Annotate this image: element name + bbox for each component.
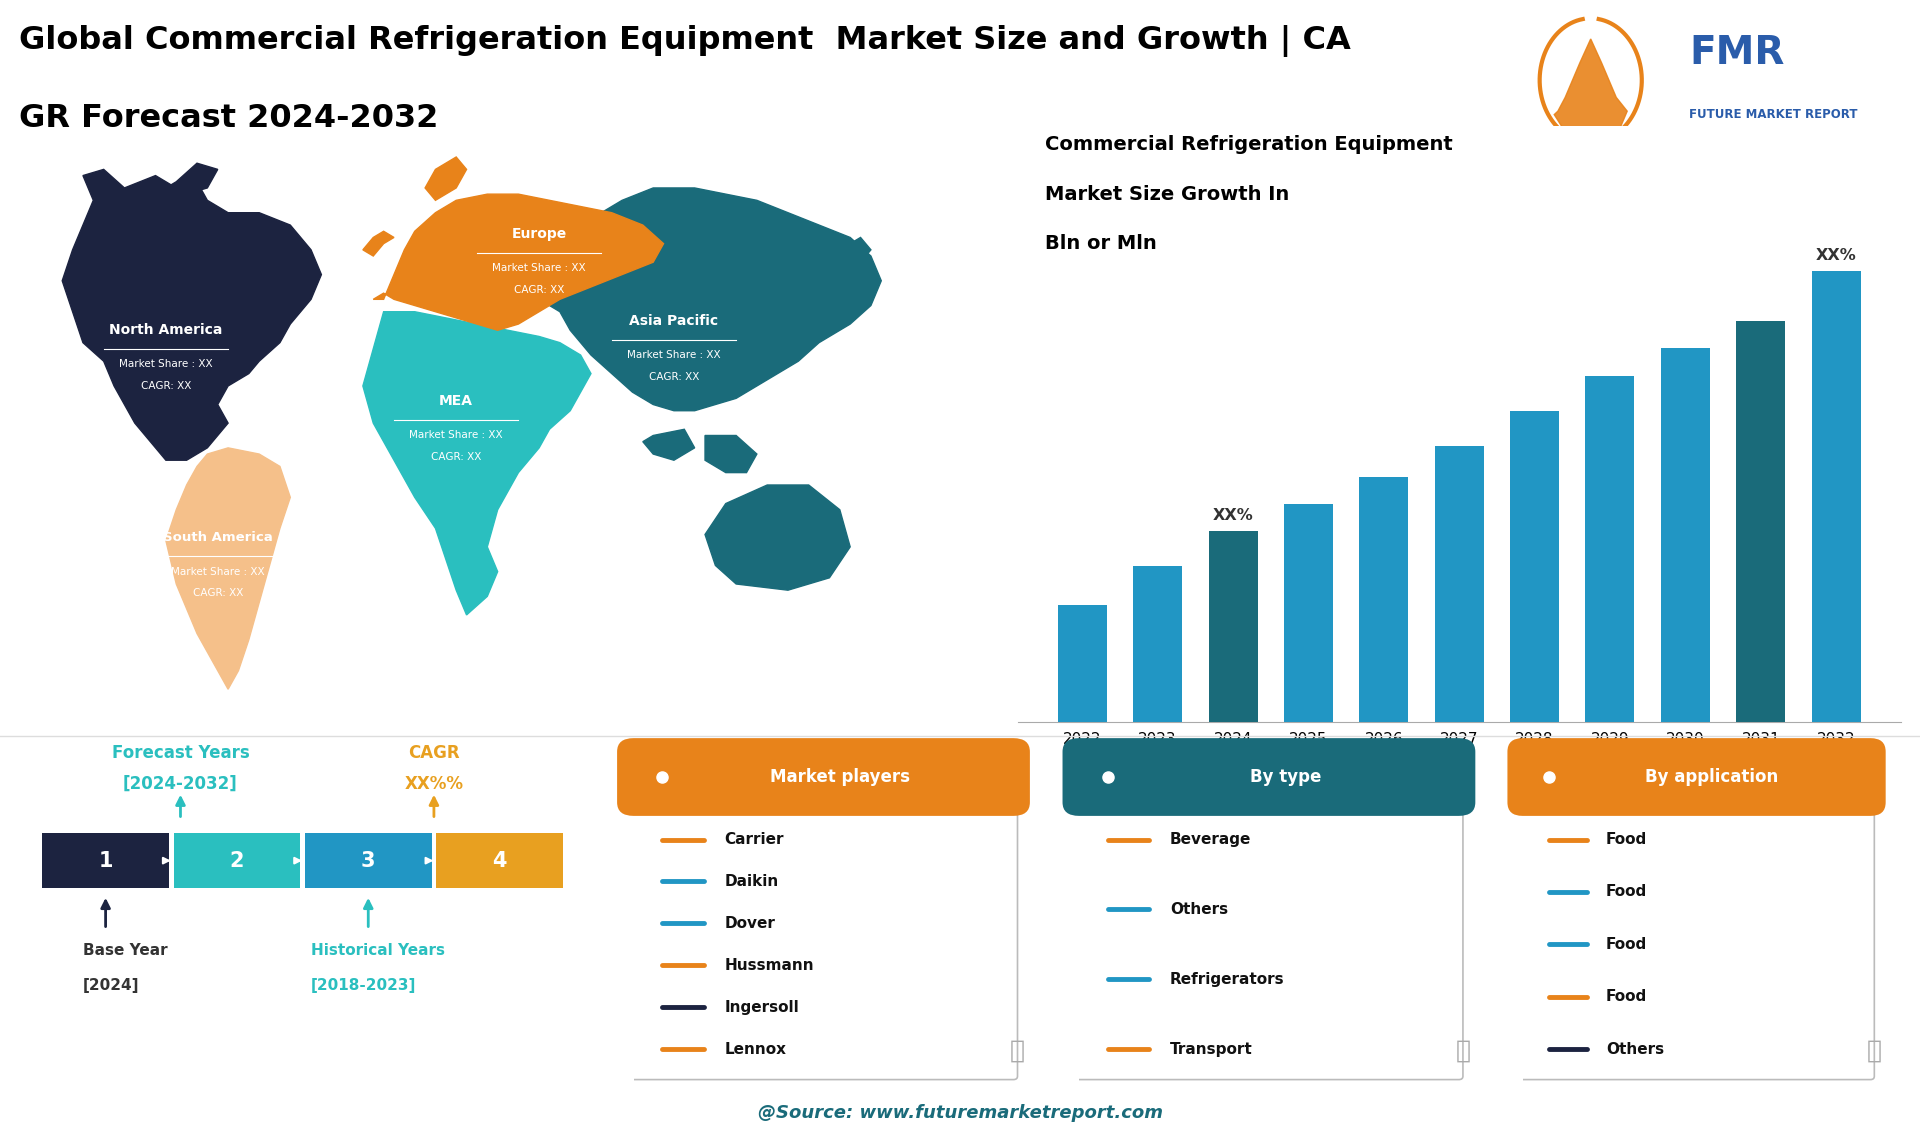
Text: Historical Years: Historical Years <box>311 943 445 958</box>
Text: Forecast Years: Forecast Years <box>111 744 250 762</box>
Bar <box>1736 321 1786 722</box>
Polygon shape <box>643 430 695 461</box>
FancyBboxPatch shape <box>630 806 1018 1080</box>
Text: CAGR: XX: CAGR: XX <box>140 380 192 391</box>
Text: Market Share : XX: Market Share : XX <box>119 360 213 369</box>
FancyBboxPatch shape <box>1075 806 1463 1080</box>
Text: CAGR: XX: CAGR: XX <box>649 371 699 382</box>
Text: By type: By type <box>1250 768 1321 786</box>
Text: 4: 4 <box>492 850 507 871</box>
Polygon shape <box>363 312 591 615</box>
Text: 2: 2 <box>230 850 244 871</box>
Text: Others: Others <box>1605 1042 1665 1057</box>
Text: Carrier: Carrier <box>724 832 783 847</box>
Text: South America: South America <box>163 531 273 544</box>
FancyBboxPatch shape <box>305 833 432 888</box>
Text: GR Forecast 2024-2032: GR Forecast 2024-2032 <box>19 103 438 134</box>
Text: [2018-2023]: [2018-2023] <box>311 978 417 992</box>
Text: ⎹: ⎹ <box>1010 1038 1025 1062</box>
Text: Ingersoll: Ingersoll <box>724 999 799 1014</box>
Polygon shape <box>165 448 290 689</box>
Text: 1: 1 <box>98 850 113 871</box>
Text: MEA: MEA <box>440 394 472 408</box>
Bar <box>1511 410 1559 722</box>
Bar <box>1359 477 1407 722</box>
Text: Daikin: Daikin <box>724 874 780 889</box>
FancyBboxPatch shape <box>1507 738 1885 816</box>
FancyBboxPatch shape <box>173 833 300 888</box>
Text: Food: Food <box>1605 885 1647 900</box>
Text: CAGR: XX: CAGR: XX <box>515 285 564 295</box>
Text: CAGR: CAGR <box>409 744 459 762</box>
Text: Bln or Mln: Bln or Mln <box>1044 235 1156 253</box>
FancyBboxPatch shape <box>1519 806 1874 1080</box>
Text: Transport: Transport <box>1169 1042 1252 1057</box>
Text: CAGR: XX: CAGR: XX <box>430 453 482 462</box>
Polygon shape <box>488 374 561 448</box>
Text: Dover: Dover <box>724 916 776 931</box>
Polygon shape <box>61 170 321 461</box>
Text: Food: Food <box>1605 989 1647 1004</box>
Text: Asia Pacific: Asia Pacific <box>630 314 718 328</box>
Text: Market players: Market players <box>770 768 910 786</box>
Polygon shape <box>528 188 881 410</box>
Text: CAGR: XX: CAGR: XX <box>192 588 244 598</box>
Polygon shape <box>165 163 217 194</box>
Text: FUTURE MARKET REPORT: FUTURE MARKET REPORT <box>1690 108 1859 121</box>
Polygon shape <box>363 231 394 256</box>
Text: Food: Food <box>1605 937 1647 952</box>
Text: FMR: FMR <box>1690 33 1784 72</box>
Text: By application: By application <box>1645 768 1778 786</box>
Polygon shape <box>839 237 872 281</box>
Text: Market Size Growth In: Market Size Growth In <box>1044 185 1288 204</box>
Text: [2024]: [2024] <box>83 978 138 992</box>
Text: Market Share : XX: Market Share : XX <box>492 264 586 274</box>
Bar <box>1586 376 1634 722</box>
Bar <box>1058 605 1106 722</box>
Bar <box>1661 348 1711 722</box>
Text: North America: North America <box>109 323 223 337</box>
Text: Market Share : XX: Market Share : XX <box>171 566 265 576</box>
Text: 3: 3 <box>361 850 376 871</box>
Text: Commercial Refrigeration Equipment: Commercial Refrigeration Equipment <box>1044 135 1452 154</box>
Text: Europe: Europe <box>511 227 566 242</box>
Text: Market Share : XX: Market Share : XX <box>409 431 503 440</box>
Bar <box>1208 532 1258 722</box>
Text: ⎹: ⎹ <box>1866 1038 1882 1062</box>
FancyBboxPatch shape <box>42 833 169 888</box>
Polygon shape <box>1555 39 1628 142</box>
Text: Market Share : XX: Market Share : XX <box>628 350 720 360</box>
Bar <box>1133 566 1183 722</box>
Text: Food: Food <box>1605 832 1647 847</box>
Polygon shape <box>372 194 664 330</box>
Text: ⎹: ⎹ <box>1455 1038 1471 1062</box>
Polygon shape <box>424 157 467 201</box>
FancyBboxPatch shape <box>436 833 563 888</box>
Text: Beverage: Beverage <box>1169 832 1252 847</box>
Text: XX%: XX% <box>1213 509 1254 524</box>
Text: Others: Others <box>1169 902 1229 917</box>
Polygon shape <box>705 485 851 590</box>
Text: @Source: www.futuremarketreport.com: @Source: www.futuremarketreport.com <box>758 1104 1162 1122</box>
Text: Lennox: Lennox <box>724 1042 787 1057</box>
Text: XX%: XX% <box>1816 248 1857 262</box>
Bar <box>1434 446 1484 722</box>
Polygon shape <box>705 435 756 472</box>
FancyBboxPatch shape <box>1062 738 1475 816</box>
FancyBboxPatch shape <box>616 738 1029 816</box>
Text: [2024-2032]: [2024-2032] <box>123 775 238 793</box>
Text: Global Commercial Refrigeration Equipment  Market Size and Growth | CA: Global Commercial Refrigeration Equipmen… <box>19 25 1352 57</box>
Text: Base Year: Base Year <box>83 943 167 958</box>
Text: Hussmann: Hussmann <box>724 958 814 973</box>
Text: Refrigerators: Refrigerators <box>1169 972 1284 987</box>
Bar <box>1284 504 1332 722</box>
Text: XX%%: XX%% <box>405 775 463 793</box>
Bar <box>1812 270 1860 722</box>
